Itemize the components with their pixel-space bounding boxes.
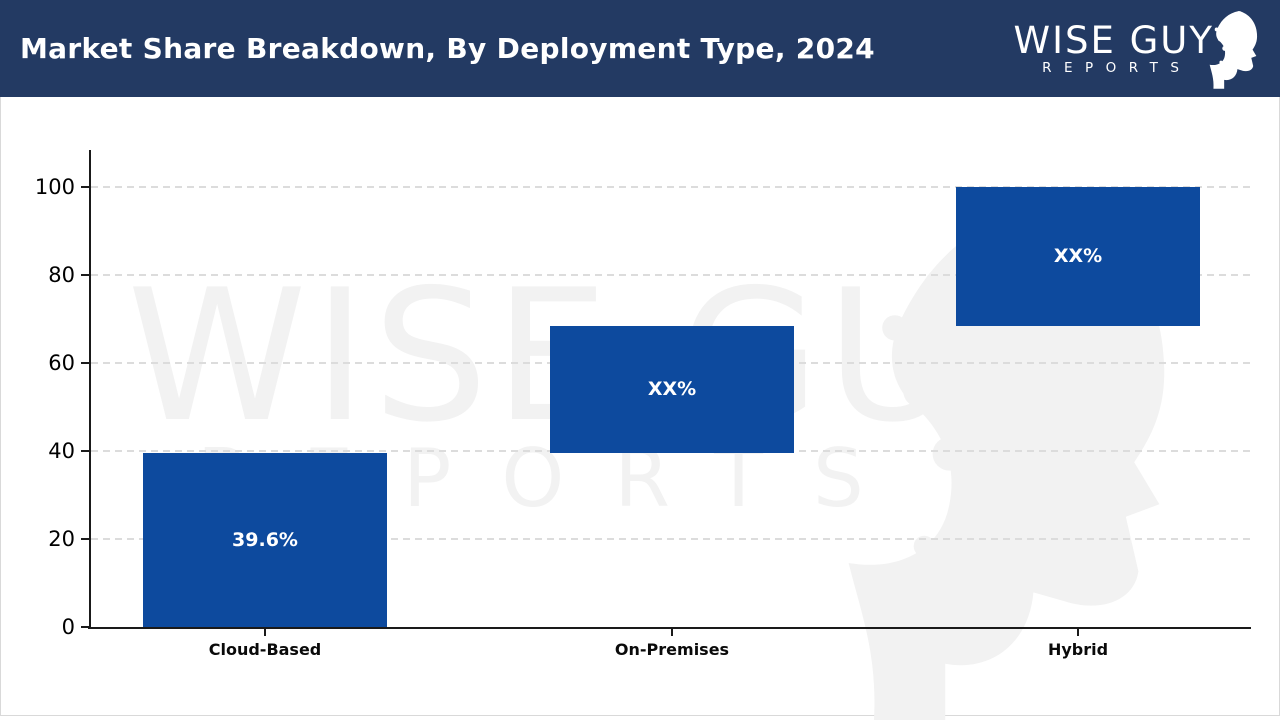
logo-brand-subtitle: REPORTS (1042, 59, 1192, 76)
y-axis-tick (81, 538, 89, 540)
x-axis-tick (671, 629, 673, 636)
x-axis-label: Cloud-Based (208, 640, 322, 659)
y-axis-tick (81, 362, 89, 364)
y-tick-label: 0 (61, 615, 75, 639)
x-axis-label: On-Premises (614, 640, 730, 659)
y-tick-label: 60 (48, 351, 75, 375)
gridline (91, 186, 1251, 188)
bar-value-label: XX% (647, 378, 697, 401)
bar: XX% (550, 325, 794, 453)
chart-title: Market Share Breakdown, By Deployment Ty… (20, 32, 875, 65)
logo-brand-name: WISE GUY (1013, 18, 1214, 62)
gridline (91, 274, 1251, 276)
x-axis-tick (264, 629, 266, 636)
bar-value-label: XX% (1053, 245, 1103, 268)
y-axis-tick (81, 626, 89, 628)
y-axis-tick (81, 274, 89, 276)
x-axis-spine (88, 627, 1251, 629)
y-tick-label: 100 (34, 175, 75, 199)
bar-value-label: 39.6% (232, 528, 298, 551)
y-axis-spine (89, 150, 91, 627)
y-axis-tick (81, 186, 89, 188)
bar: 39.6% (143, 452, 387, 627)
header-bar: Market Share Breakdown, By Deployment Ty… (0, 0, 1280, 97)
y-axis-tick (81, 450, 89, 452)
y-tick-label: 80 (48, 263, 75, 287)
chart-canvas: WISE GUY REPORTS 0 20 40 60 80 100 39.6% XX% XX%… (0, 97, 1280, 716)
wiseguy-logo: WISE GUY REPORTS (1014, 0, 1268, 97)
wiseguy-logo-text: WISE GUY REPORTS (1014, 22, 1214, 76)
x-axis-tick (1077, 629, 1079, 636)
y-tick-label: 40 (48, 439, 75, 463)
bar: XX% (956, 187, 1200, 326)
plot-area: 0 20 40 60 80 100 39.6% XX% XX% (35, 150, 1251, 639)
gridline (91, 538, 1251, 540)
x-axis-labels-row: Cloud-Based On-Premises Hybrid (1, 640, 1280, 670)
x-axis-label: Hybrid (1047, 640, 1109, 659)
y-tick-label: 20 (48, 527, 75, 551)
